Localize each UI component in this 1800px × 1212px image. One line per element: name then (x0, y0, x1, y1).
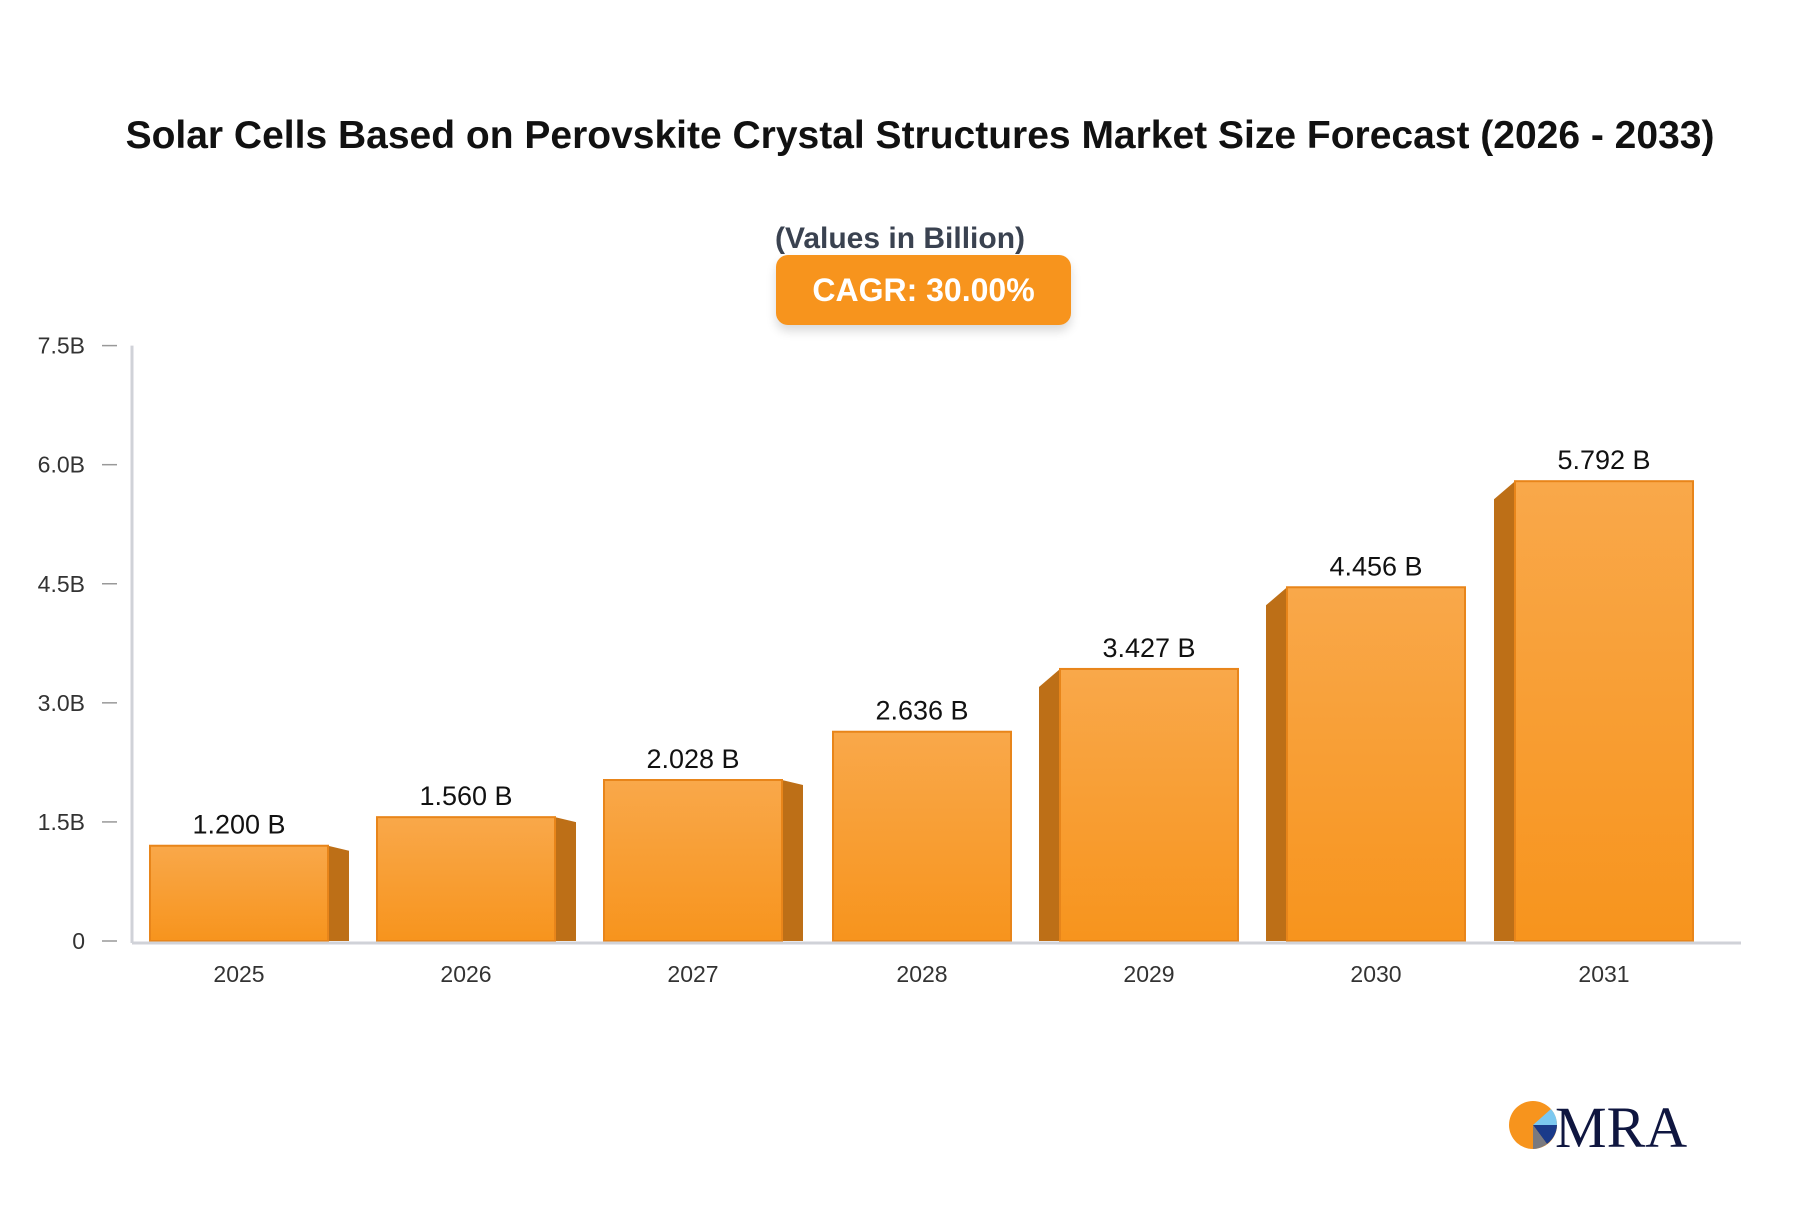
y-tick-label: 1.5B (38, 809, 85, 835)
bar-2030 (1286, 586, 1466, 942)
bar-side (782, 780, 803, 941)
x-tick-label: 2025 (213, 961, 264, 987)
bar-value-label: 2.028 B (646, 744, 739, 774)
bar-2031 (1514, 480, 1694, 942)
cagr-badge: CAGR: 30.00% (776, 255, 1071, 325)
chart-subtitle: (Values in Billion) (774, 222, 1026, 255)
bar-value-label: 1.200 B (192, 810, 285, 840)
x-tick-label: 2029 (1123, 961, 1174, 987)
y-tick-label: 6.0B (38, 452, 85, 478)
x-tick-label: 2026 (440, 961, 491, 987)
bar-value-label: 3.427 B (1102, 633, 1195, 663)
bar-value-label: 2.636 B (875, 696, 968, 726)
y-tick-label: 4.5B (38, 571, 85, 597)
bar-2027 (603, 779, 783, 942)
x-tick-label: 2028 (896, 961, 947, 987)
bar-2026 (376, 816, 556, 942)
mra-logo: MRA (1509, 1095, 1687, 1155)
bar-side (1039, 668, 1060, 941)
svg-text:MRA: MRA (1555, 1095, 1687, 1155)
y-tick-label: 7.5B (38, 333, 85, 359)
bar-value-label: 5.792 B (1557, 445, 1650, 475)
bar-side (555, 817, 576, 941)
bar-side (1266, 587, 1287, 941)
bar-value-label: 4.456 B (1329, 551, 1422, 581)
y-tick-label: 3.0B (38, 690, 85, 716)
bar-2025 (149, 844, 329, 943)
x-tick-label: 2027 (667, 961, 718, 987)
y-tick-label: 0 (72, 928, 85, 954)
bar-2029 (1059, 667, 1239, 942)
bar-2028 (832, 730, 1012, 943)
bar-side (1494, 481, 1515, 941)
bar-value-label: 1.560 B (419, 781, 512, 811)
x-tick-label: 2030 (1350, 961, 1401, 987)
bar-side (328, 845, 349, 941)
x-tick-label: 2031 (1578, 961, 1629, 987)
chart-title: Solar Cells Based on Perovskite Crystal … (125, 114, 1715, 157)
